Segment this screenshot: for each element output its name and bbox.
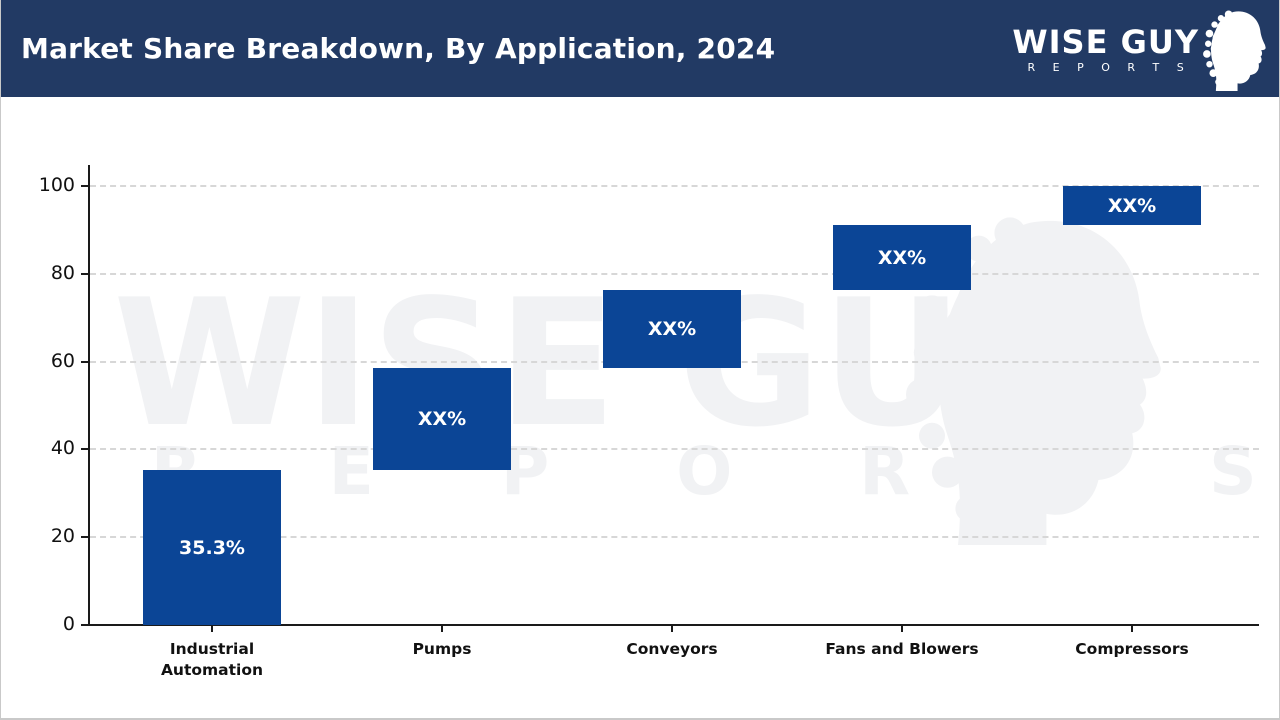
logo-text: WISE GUY R E P O R T S — [1012, 22, 1199, 75]
y-tick-label: 0 — [62, 613, 75, 635]
y-tick-mark — [81, 272, 88, 275]
bar-value-label: 35.3% — [179, 536, 245, 559]
gridline — [90, 448, 1259, 451]
bar-conveyors: XX% — [603, 290, 741, 369]
bar-value-label: XX% — [417, 408, 467, 431]
logo-wiseguy-text: WISE GUY — [1012, 22, 1199, 61]
y-tick-mark — [81, 185, 88, 187]
y-tick-label: 60 — [50, 349, 75, 372]
gridline — [90, 185, 1259, 187]
y-tick-mark — [81, 536, 88, 539]
gridline — [90, 536, 1259, 539]
wise-guy-reports-logo: WISE GUY R E P O R T S — [1012, 8, 1267, 91]
y-axis-line — [88, 165, 90, 626]
bar-pumps: XX% — [373, 368, 511, 471]
gridline — [90, 272, 1259, 275]
y-tick-mark — [81, 360, 88, 363]
x-tick-mark — [1131, 626, 1133, 632]
bar-fans-and-blowers: XX% — [833, 225, 971, 291]
y-tick-mark — [81, 448, 88, 451]
x-tick-label: Compressors — [1075, 640, 1189, 658]
x-tick-mark — [901, 626, 903, 632]
x-tick-label: Conveyors — [626, 640, 718, 658]
chart-title: Market Share Breakdown, By Application, … — [21, 32, 776, 65]
logo-head-icon — [1203, 10, 1266, 91]
x-tick-label: Fans and Blowers — [825, 640, 979, 658]
header-bar: Market Share Breakdown, By Application, … — [1, 0, 1279, 97]
bar-value-label: XX% — [647, 318, 697, 341]
x-tick-label: Pumps — [412, 640, 472, 658]
y-tick-label: 80 — [50, 261, 75, 284]
bar-value-label: XX% — [1107, 194, 1157, 217]
x-tick-label: Industrial Automation — [160, 640, 264, 679]
y-tick-label: 20 — [50, 525, 75, 548]
bar-industrial-automation: 35.3% — [143, 470, 281, 625]
x-tick-mark — [671, 626, 673, 632]
x-tick-mark — [441, 626, 443, 632]
y-tick-mark — [81, 624, 88, 626]
bar-compressors: XX% — [1063, 186, 1201, 226]
bar-value-label: XX% — [877, 246, 927, 269]
y-tick-label: 100 — [38, 174, 75, 196]
x-tick-mark — [211, 626, 213, 632]
x-axis-line — [88, 624, 1259, 626]
logo-reports-text: R E P O R T S — [1027, 61, 1191, 75]
y-tick-label: 40 — [50, 437, 75, 460]
